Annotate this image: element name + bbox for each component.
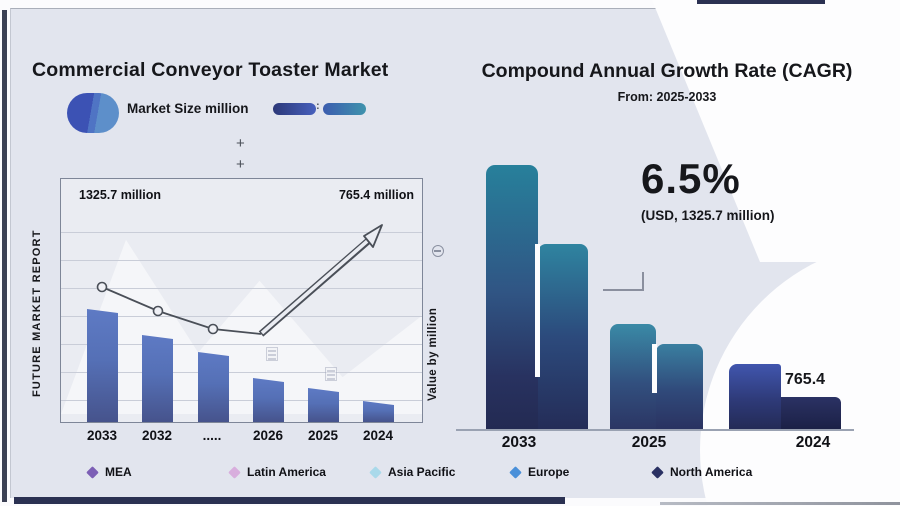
bar-2025 — [308, 388, 339, 422]
minus-circle-icon — [432, 245, 444, 257]
step-bracket-line — [603, 289, 644, 291]
annotation-2033-value: 1325.7 million — [79, 188, 161, 202]
x-label-2025: 2025 — [631, 434, 667, 451]
trend-line-arrow — [96, 224, 383, 337]
x-label-2024: 2024 — [362, 428, 394, 443]
bar-2024 — [363, 401, 394, 422]
annotation-2024-value: 765.4 million — [338, 188, 414, 202]
cagr-bar-2024-primary — [729, 364, 781, 430]
legend-item-latin-america: Latin America — [228, 464, 326, 480]
diamond-marker-icon — [651, 465, 664, 479]
cagr-subtitle: From: 2025-2033 — [617, 90, 717, 104]
cagr-bar-2033-secondary — [538, 244, 588, 430]
market-size-legend-label: Market Size million — [127, 101, 249, 116]
gradient-pill-icon — [323, 103, 366, 115]
cagr-bar-2025-primary — [610, 324, 656, 430]
legend-item-mea: MEA — [86, 464, 132, 480]
left-chart-title: Commercial Conveyor Toaster Market — [32, 59, 389, 81]
legend-item-europe: Europe — [509, 464, 569, 480]
value-by-million-axis-label: Value by million — [427, 307, 439, 401]
x-label-2026: 2026 — [252, 428, 284, 443]
capsule-icon — [67, 93, 119, 133]
bar-value-765: 765.4 — [785, 371, 826, 388]
bottom-accent-stripe — [14, 497, 565, 504]
diamond-marker-icon — [228, 465, 241, 479]
bar-gap-slit — [535, 244, 540, 377]
bar-gap-slit — [652, 344, 657, 393]
bar-dots — [198, 352, 229, 422]
cagr-bar-2033-primary — [486, 165, 538, 430]
future-market-report-watermark: FUTURE MARKET REPORT — [31, 229, 43, 397]
diamond-marker-icon — [86, 465, 99, 479]
cagr-bar-2025-secondary — [656, 344, 703, 430]
bar-2033 — [87, 309, 118, 422]
left-accent-stripe — [2, 10, 7, 502]
faint-table-icon — [266, 347, 278, 361]
pill-separator: : — [316, 100, 320, 112]
cagr-value: 6.5% — [641, 155, 741, 202]
legend-item-north-america: North America — [651, 464, 752, 480]
legend-item-asia-pacific: Asia Pacific — [369, 464, 455, 480]
plus-mark-icon: + — [236, 135, 245, 152]
x-axis-line — [456, 429, 854, 431]
cagr-bar-2024-secondary — [781, 397, 841, 430]
gradient-pill-icon — [273, 103, 316, 115]
step-bracket-line — [642, 272, 644, 291]
bottom-right-accent-line — [660, 502, 900, 505]
x-label-2025: 2025 — [307, 428, 339, 443]
x-label-2033: 2033 — [501, 434, 537, 451]
chart-gridlines — [61, 205, 422, 404]
diamond-marker-icon — [509, 465, 522, 479]
market-size-chart: 1325.7 million 765.4 million — [60, 178, 423, 423]
bar-2026 — [253, 378, 284, 422]
x-label-2024: 2024 — [795, 434, 831, 451]
top-right-accent-stripe — [697, 0, 825, 4]
bar-2032 — [142, 335, 173, 422]
cagr-detail: (USD, 1325.7 million) — [641, 208, 775, 223]
x-label-dots: ..... — [202, 428, 222, 443]
x-label-2033: 2033 — [86, 428, 118, 443]
diamond-marker-icon — [369, 465, 382, 479]
cagr-title: Compound Annual Growth Rate (CAGR) — [481, 60, 853, 82]
faint-table-icon — [325, 367, 337, 381]
plus-mark-icon: + — [236, 156, 245, 173]
x-label-2032: 2032 — [141, 428, 173, 443]
